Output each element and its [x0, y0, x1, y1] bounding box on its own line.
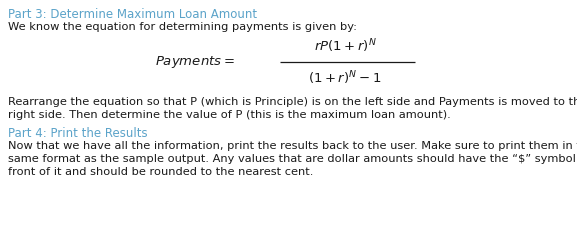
Text: Part 3: Determine Maximum Loan Amount: Part 3: Determine Maximum Loan Amount [8, 8, 257, 21]
Text: front of it and should be rounded to the nearest cent.: front of it and should be rounded to the… [8, 167, 313, 177]
Text: Rearrange the equation so that P (which is Principle) is on the left side and Pa: Rearrange the equation so that P (which … [8, 97, 577, 107]
Text: same format as the sample output. Any values that are dollar amounts should have: same format as the sample output. Any va… [8, 154, 577, 164]
Text: We know the equation for determining payments is given by:: We know the equation for determining pay… [8, 22, 357, 32]
Text: $rP(1+r)^N$: $rP(1+r)^N$ [314, 37, 376, 55]
Text: right side. Then determine the value of P (this is the maximum loan amount).: right side. Then determine the value of … [8, 110, 451, 120]
Text: $(1+r)^N-1$: $(1+r)^N-1$ [308, 69, 382, 87]
Text: $\mathit{Payments}=$: $\mathit{Payments}=$ [155, 54, 235, 70]
Text: Now that we have all the information, print the results back to the user. Make s: Now that we have all the information, pr… [8, 141, 577, 151]
Text: Part 4: Print the Results: Part 4: Print the Results [8, 127, 148, 140]
